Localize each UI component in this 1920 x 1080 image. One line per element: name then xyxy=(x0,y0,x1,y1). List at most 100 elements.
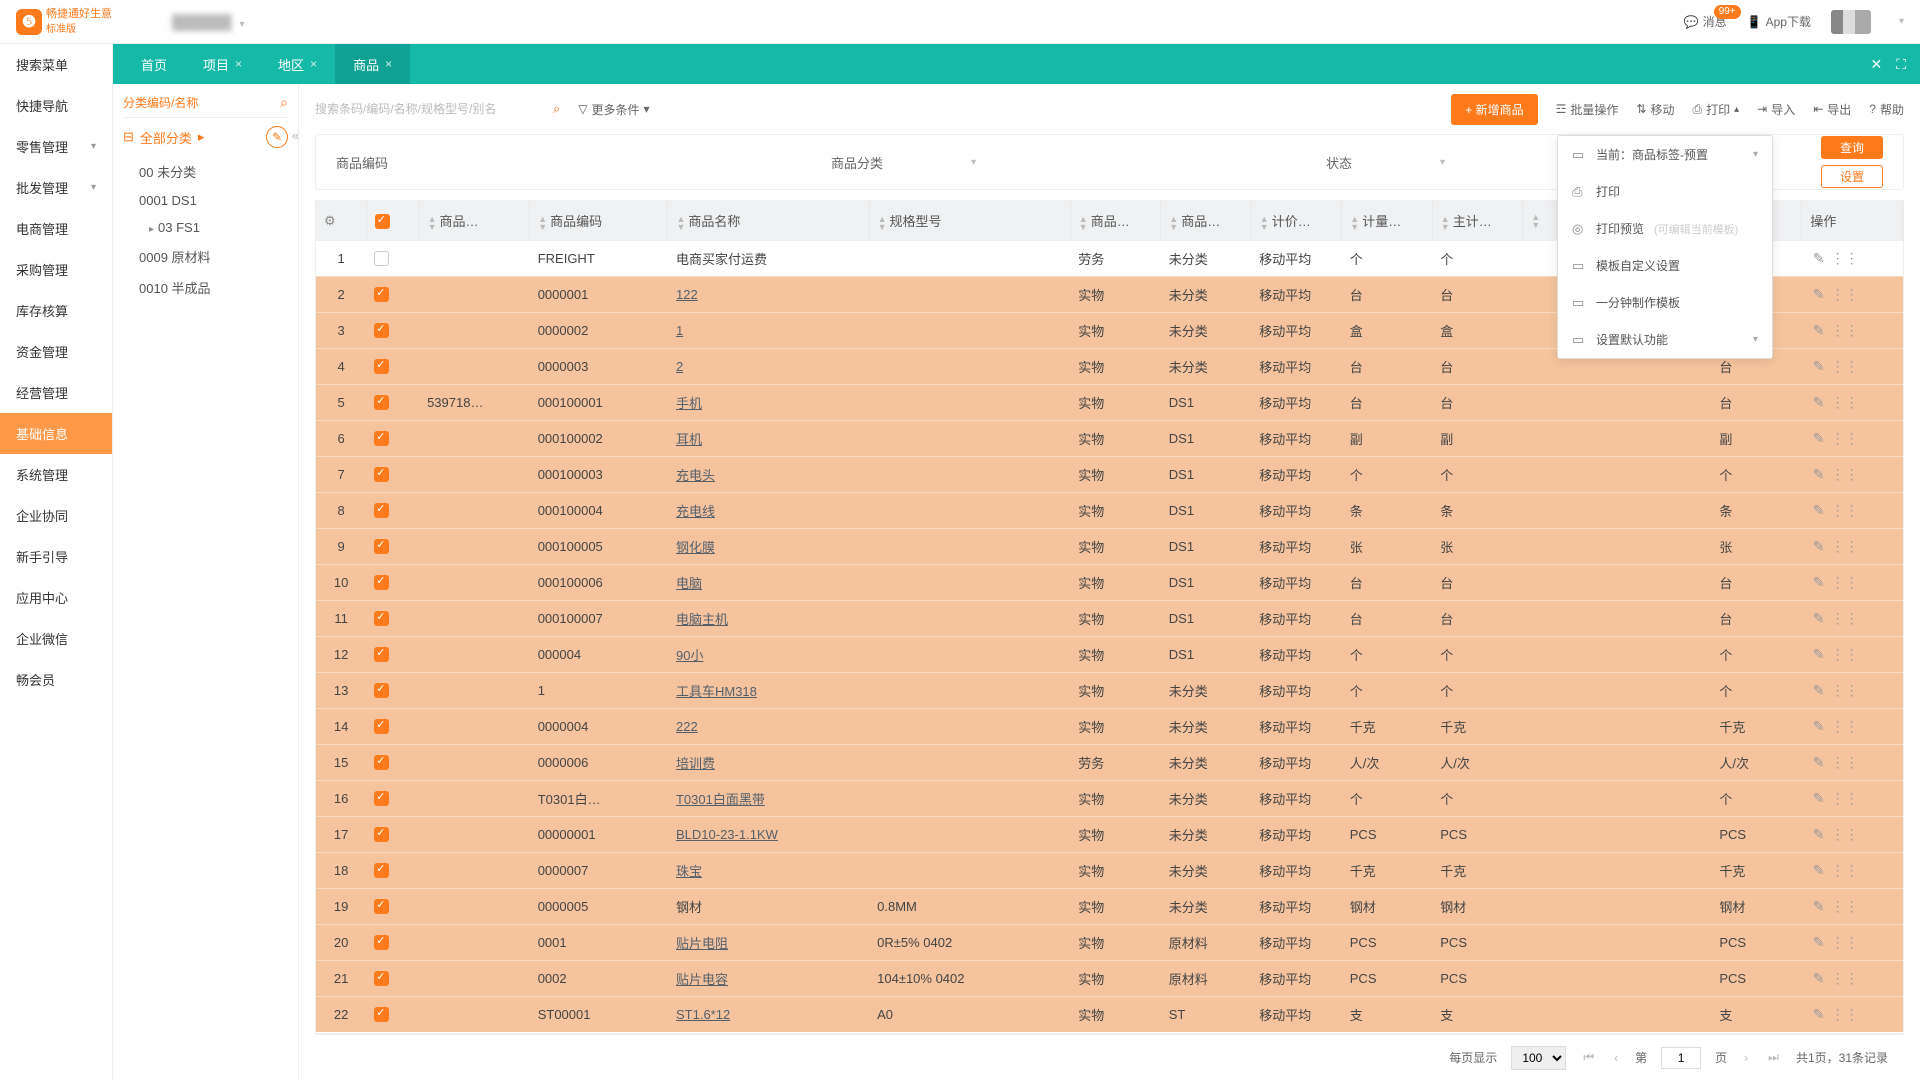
tab[interactable]: 项目× xyxy=(185,44,260,84)
sidebar-item[interactable]: 新手引导 xyxy=(0,536,112,577)
table-row[interactable]: 180000007珠宝实物未分类移动平均千克千克千克✎⋮⋮ xyxy=(316,852,1903,888)
more-icon[interactable]: ⋮⋮ xyxy=(1831,898,1859,914)
tree-node[interactable]: ▸03 FS1 xyxy=(123,214,288,241)
tab[interactable]: 商品× xyxy=(335,44,410,84)
dropdown-item[interactable]: ▭一分钟制作模板 xyxy=(1558,284,1772,321)
edit-icon[interactable]: ✎ xyxy=(1813,970,1825,986)
row-checkbox[interactable] xyxy=(374,1007,389,1022)
table-row[interactable]: 11000100007电脑主机实物DS1移动平均台台台✎⋮⋮ xyxy=(316,600,1903,636)
table-row[interactable]: 10000100006电脑实物DS1移动平均台台台✎⋮⋮ xyxy=(316,564,1903,600)
edit-icon[interactable]: ✎ xyxy=(1813,682,1825,698)
toolbar-action[interactable]: ? 帮助 xyxy=(1869,101,1904,118)
more-icon[interactable]: ⋮⋮ xyxy=(1831,934,1859,950)
sidebar-item[interactable]: 零售管理▾ xyxy=(0,126,112,167)
dropdown-item[interactable]: ◎打印预览(可编辑当前模板) xyxy=(1558,210,1772,247)
column-header[interactable]: ▲▼主计… xyxy=(1432,201,1523,241)
toolbar-action[interactable]: ⇤ 导出 xyxy=(1813,101,1851,118)
sidebar-item[interactable]: 基础信息 xyxy=(0,413,112,454)
edit-icon[interactable]: ✎ xyxy=(1813,1006,1825,1022)
edit-icon[interactable]: ✎ xyxy=(1813,826,1825,842)
search-input[interactable] xyxy=(315,102,535,116)
more-icon[interactable]: ⋮⋮ xyxy=(1831,682,1859,698)
select-all-checkbox[interactable] xyxy=(375,214,390,229)
edit-icon[interactable]: ✎ xyxy=(1813,610,1825,626)
row-checkbox[interactable] xyxy=(374,395,389,410)
edit-icon[interactable]: ✎ xyxy=(1813,790,1825,806)
first-page-icon[interactable]: ⏮ xyxy=(1580,1050,1597,1065)
prev-page-icon[interactable]: ‹ xyxy=(1611,1051,1621,1065)
more-icon[interactable]: ⋮⋮ xyxy=(1831,466,1859,482)
expand-icon[interactable]: ⊟ xyxy=(123,129,134,145)
table-row[interactable]: 1200000490小实物DS1移动平均个个个✎⋮⋮ xyxy=(316,636,1903,672)
table-row[interactable]: 5539718…000100001手机实物DS1移动平均台台台✎⋮⋮ xyxy=(316,384,1903,420)
tree-root[interactable]: 全部分类 xyxy=(140,128,192,147)
app-download-link[interactable]: 📱App下载 xyxy=(1747,13,1811,30)
table-row[interactable]: 1700000001BLD10-23-1.1KW实物未分类移动平均PCSPCSP… xyxy=(316,816,1903,852)
edit-icon[interactable]: ✎ xyxy=(1813,394,1825,410)
more-icon[interactable]: ⋮⋮ xyxy=(1831,610,1859,626)
table-row[interactable]: 200001贴片电阻0R±5% 0402实物原材料移动平均PCSPCSPCS✎⋮… xyxy=(316,924,1903,960)
row-checkbox[interactable] xyxy=(374,359,389,374)
more-icon[interactable]: ⋮⋮ xyxy=(1831,790,1859,806)
last-page-icon[interactable]: ⏭ xyxy=(1765,1050,1782,1065)
dropdown-item[interactable]: ▭设置默认功能▾ xyxy=(1558,321,1772,358)
tree-node[interactable]: 0009 原材料 xyxy=(123,241,288,272)
more-icon[interactable]: ⋮⋮ xyxy=(1831,718,1859,734)
dropdown-item[interactable]: ▭当前：商品标签-预置▾ xyxy=(1558,136,1772,173)
tab-close-icon[interactable]: ✕ xyxy=(1870,56,1882,73)
row-checkbox[interactable] xyxy=(374,935,389,950)
row-checkbox[interactable] xyxy=(374,827,389,842)
more-icon[interactable]: ⋮⋮ xyxy=(1831,322,1859,338)
sidebar-item[interactable]: 快捷导航 xyxy=(0,85,112,126)
add-product-button[interactable]: + 新增商品 xyxy=(1451,94,1537,125)
more-icon[interactable]: ⋮⋮ xyxy=(1831,574,1859,590)
row-checkbox[interactable] xyxy=(374,719,389,734)
more-icon[interactable]: ⋮⋮ xyxy=(1831,502,1859,518)
column-header[interactable]: ▲▼商品… xyxy=(1070,201,1161,241)
play-icon[interactable]: ▸ xyxy=(198,129,205,145)
column-header[interactable]: ▲▼计量… xyxy=(1342,201,1433,241)
row-checkbox[interactable] xyxy=(374,323,389,338)
page-size-select[interactable]: 100 xyxy=(1511,1046,1566,1070)
table-row[interactable]: 8000100004充电线实物DS1移动平均条条条✎⋮⋮ xyxy=(316,492,1903,528)
edit-icon[interactable]: ✎ xyxy=(1813,466,1825,482)
row-checkbox[interactable] xyxy=(374,899,389,914)
toolbar-action[interactable]: ⇅ 移动 xyxy=(1636,101,1674,118)
more-icon[interactable]: ⋮⋮ xyxy=(1831,970,1859,986)
column-header[interactable]: 操作 xyxy=(1802,201,1903,241)
dropdown-item[interactable]: ▭模板自定义设置 xyxy=(1558,247,1772,284)
sidebar-item[interactable]: 应用中心 xyxy=(0,577,112,618)
edit-icon[interactable]: ✎ xyxy=(1813,898,1825,914)
tab[interactable]: 地区× xyxy=(260,44,335,84)
row-checkbox[interactable] xyxy=(374,791,389,806)
column-header[interactable]: ▲▼商品编码 xyxy=(530,201,668,241)
edit-icon[interactable]: ✎ xyxy=(1813,358,1825,374)
more-icon[interactable]: ⋮⋮ xyxy=(1831,394,1859,410)
toolbar-action[interactable]: ⇥ 导入 xyxy=(1757,101,1795,118)
table-row[interactable]: 190000005钢材0.8MM实物未分类移动平均钢材钢材钢材✎⋮⋮ xyxy=(316,888,1903,924)
table-row[interactable]: 16T0301白…T0301白面黑带实物未分类移动平均个个个✎⋮⋮ xyxy=(316,780,1903,816)
query-button[interactable]: 查询 xyxy=(1821,136,1883,159)
table-row[interactable]: 9000100005钢化膜实物DS1移动平均张张张✎⋮⋮ xyxy=(316,528,1903,564)
table-row[interactable]: 131工具车HM318实物未分类移动平均个个个✎⋮⋮ xyxy=(316,672,1903,708)
more-icon[interactable]: ⋮⋮ xyxy=(1831,754,1859,770)
dropdown-item[interactable]: ⎙打印 xyxy=(1558,173,1772,210)
edit-icon[interactable]: ✎ xyxy=(1813,646,1825,662)
more-icon[interactable]: ⋮⋮ xyxy=(1831,826,1859,842)
fullscreen-icon[interactable]: ⛶ xyxy=(1896,56,1906,73)
sidebar-item[interactable]: 畅会员 xyxy=(0,659,112,700)
row-checkbox[interactable] xyxy=(374,251,389,266)
edit-icon[interactable]: ✎ xyxy=(1813,538,1825,554)
settings-button[interactable]: 设置 xyxy=(1821,165,1883,188)
table-row[interactable]: 6000100002耳机实物DS1移动平均副副副✎⋮⋮ xyxy=(316,420,1903,456)
edit-icon[interactable]: ✎ xyxy=(1813,754,1825,770)
close-icon[interactable]: × xyxy=(385,57,392,71)
tree-node[interactable]: 0010 半成品 xyxy=(123,272,288,303)
sidebar-item[interactable]: 采购管理 xyxy=(0,249,112,290)
column-header[interactable] xyxy=(366,201,419,241)
edit-icon[interactable]: ✎ xyxy=(1813,862,1825,878)
edit-icon[interactable]: ✎ xyxy=(1813,574,1825,590)
next-page-icon[interactable]: › xyxy=(1741,1051,1751,1065)
sidebar-item[interactable]: 企业协同 xyxy=(0,495,112,536)
more-icon[interactable]: ⋮⋮ xyxy=(1831,358,1859,374)
